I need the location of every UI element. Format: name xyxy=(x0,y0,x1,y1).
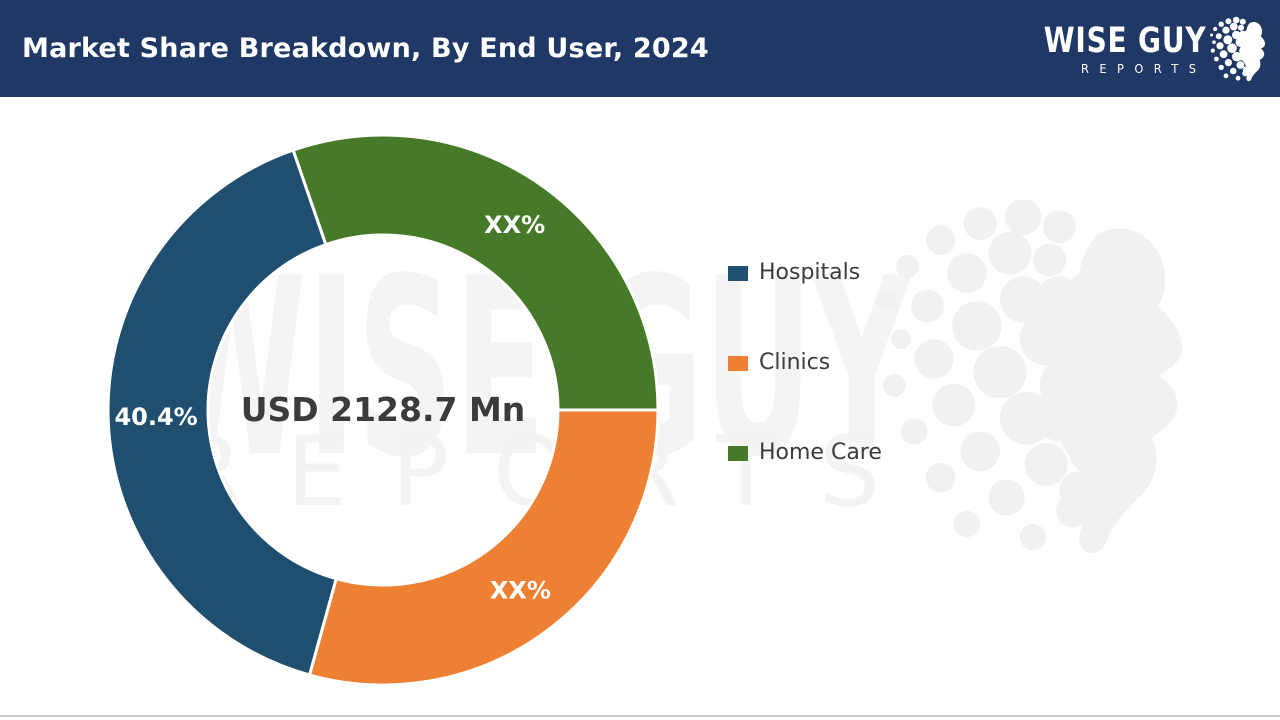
segment-label-clinics: XX% xyxy=(490,577,551,605)
watermark-head-icon xyxy=(868,200,1198,564)
legend-item-clinics[interactable]: Clinics xyxy=(728,348,882,378)
segment-hospitals[interactable] xyxy=(106,148,339,677)
page-title: Market Share Breakdown, By End User, 202… xyxy=(22,33,709,64)
legend-label-clinics: Clinics xyxy=(759,349,831,375)
legend-item-home-care[interactable]: Home Care xyxy=(728,438,882,468)
donut-center-value: USD 2128.7 Mn xyxy=(241,390,526,429)
segment-home-care[interactable] xyxy=(291,133,660,412)
legend-label-home-care: Home Care xyxy=(759,439,882,465)
wise-guy-reports-logo: WISE GUY REPORTS xyxy=(1003,10,1268,90)
logo-text: WISE GUY REPORTS xyxy=(1003,21,1206,77)
legend-swatch-hospitals xyxy=(728,265,748,281)
header: Market Share Breakdown, By End User, 202… xyxy=(0,0,1280,97)
bottom-border xyxy=(0,715,1280,717)
logo-reports-text: REPORTS xyxy=(1080,62,1206,76)
logo-wordmark: WISE GUY xyxy=(1043,21,1206,61)
segment-label-hospitals: 40.4% xyxy=(114,403,197,431)
legend: Hospitals Clinics Home Care xyxy=(728,258,882,528)
donut-chart: XX% 40.4% XX% USD 2128.7 Mn xyxy=(106,133,660,687)
wise-guy-head-icon xyxy=(1208,16,1268,84)
segment-clinics[interactable] xyxy=(307,408,660,687)
legend-swatch-clinics xyxy=(728,355,748,371)
segment-label-home-care: XX% xyxy=(484,211,545,239)
legend-label-hospitals: Hospitals xyxy=(759,259,861,285)
legend-item-hospitals[interactable]: Hospitals xyxy=(728,258,882,288)
legend-swatch-home-care xyxy=(728,445,748,461)
